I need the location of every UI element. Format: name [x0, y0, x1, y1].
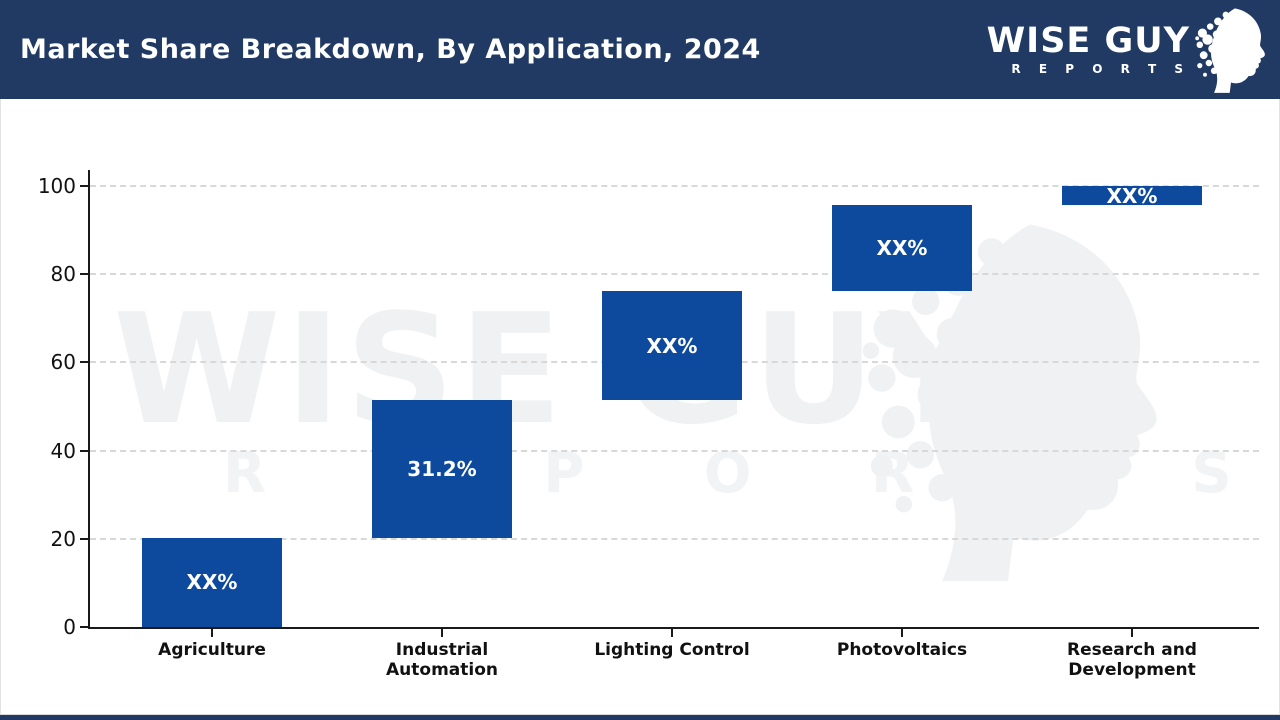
bar-value-label: XX% — [1106, 183, 1158, 208]
x-category-label: Photovoltaics — [836, 640, 968, 660]
page-title: Market Share Breakdown, By Application, … — [20, 34, 761, 65]
y-axis-tick — [80, 273, 88, 276]
x-axis-tick — [901, 629, 903, 637]
y-axis-spine — [88, 170, 90, 627]
y-axis-tick — [80, 184, 88, 187]
gridline — [90, 184, 1259, 187]
x-category-label: Agriculture — [158, 640, 266, 660]
y-axis-tick — [80, 537, 88, 540]
bar-segment: 31.2% — [372, 400, 512, 538]
bar-segment: XX% — [832, 205, 972, 291]
bar-segment: XX% — [1062, 183, 1202, 208]
gridline — [90, 449, 1259, 452]
x-category-label: Lighting Control — [594, 640, 750, 660]
plot-area: 0 20 40 60 80 100 XX% 31.2% XX% XX% XX% Agriculture… — [38, 170, 1259, 680]
brand-text: WISE GUY R E P O R T S — [986, 20, 1190, 76]
y-axis-tick — [80, 626, 88, 628]
y-tick-label: 100 — [37, 173, 76, 198]
x-category-label: Industrial Automation — [386, 640, 498, 681]
watermark-text: WISE GUY — [113, 281, 994, 458]
header-bar: Market Share Breakdown, By Application, … — [0, 0, 1280, 99]
x-axis-tick — [1131, 629, 1133, 637]
brand-subtitle: R E P O R T S — [1011, 61, 1190, 76]
y-tick-label: 40 — [50, 438, 76, 463]
gridline — [90, 537, 1259, 540]
wiseguy-head-icon — [1192, 7, 1270, 93]
bar-value-label: 31.2% — [407, 457, 477, 482]
bar-value-label: XX% — [646, 333, 698, 358]
y-tick-label: 60 — [50, 350, 76, 375]
x-axis-spine — [88, 627, 1259, 629]
y-axis-tick — [80, 449, 88, 452]
gridline — [90, 273, 1259, 276]
y-tick-label: 20 — [50, 526, 76, 551]
x-category-label: Research and Development — [1067, 640, 1197, 681]
x-axis-tick — [671, 629, 673, 637]
y-tick-label: 0 — [63, 615, 76, 639]
bar-segment: XX% — [602, 290, 742, 401]
x-axis-tick — [211, 629, 213, 637]
bar-value-label: XX% — [876, 236, 928, 261]
y-axis-tick — [80, 361, 88, 364]
footer-accent-bar — [0, 714, 1280, 720]
y-tick-label: 80 — [50, 262, 76, 287]
brand-logo: WISE GUY R E P O R T S — [987, 7, 1280, 93]
bar-value-label: XX% — [186, 570, 238, 595]
bar-segment: XX% — [142, 537, 282, 627]
chart-area: WISE GUY R E P O R T S 0 20 40 60 80 100 XX% 31… — [0, 99, 1280, 714]
x-axis-tick — [441, 629, 443, 637]
brand-name: WISE GUY — [986, 20, 1190, 61]
